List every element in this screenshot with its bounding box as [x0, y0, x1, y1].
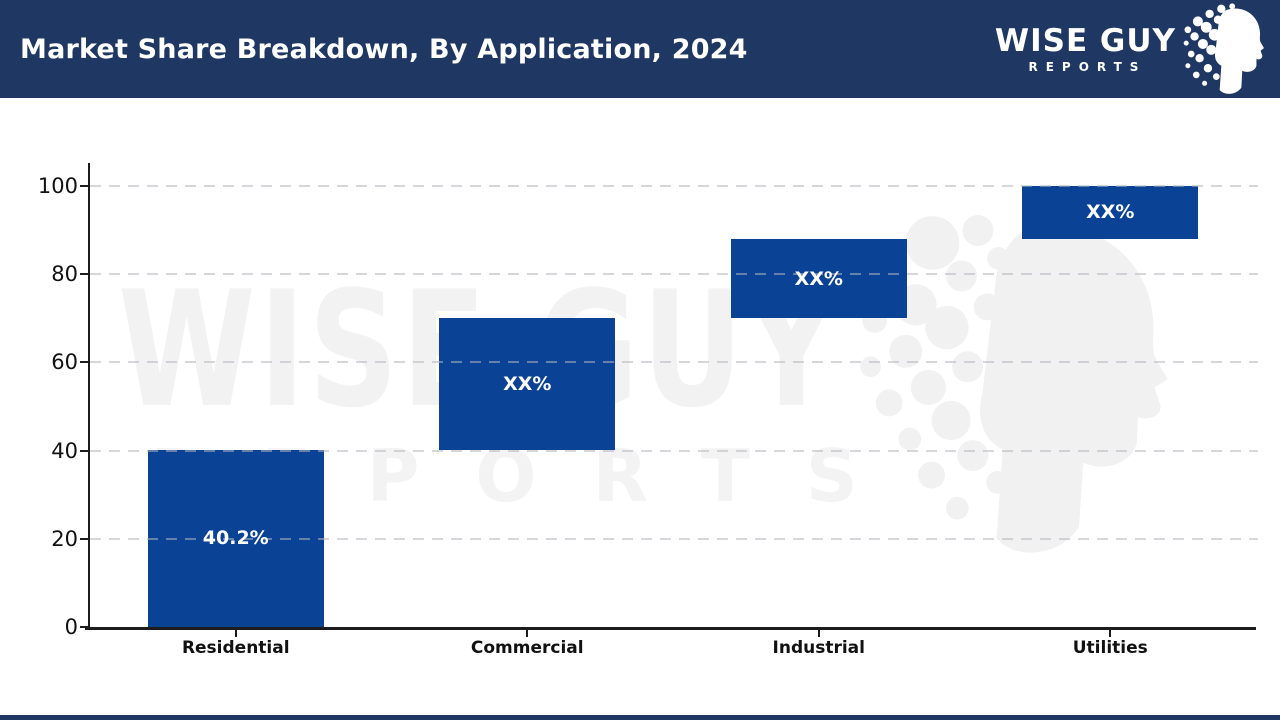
y-tick-mark [80, 361, 88, 364]
y-tick-label: 40 [51, 438, 78, 463]
x-tick-mark [1109, 629, 1112, 637]
bar-commercial [439, 318, 616, 450]
gridline [90, 361, 1258, 364]
watermark-head-icon [860, 215, 1168, 553]
y-tick-mark [80, 537, 88, 540]
bar-value-label: 40.2% [202, 527, 269, 550]
x-axis-line [85, 627, 1256, 630]
footer-bar [0, 715, 1280, 720]
page-title: Market Share Breakdown, By Application, … [20, 33, 748, 65]
gridline [90, 185, 1258, 187]
y-tick-mark [80, 449, 88, 452]
y-axis-line [88, 163, 90, 629]
wiseguy-logo-text: WISE GUY REPORTS [994, 22, 1176, 74]
y-tick-label: 80 [51, 262, 78, 287]
y-tick-mark [80, 273, 88, 276]
logo-subtitle: REPORTS [1028, 59, 1147, 74]
dotted-head-icon [1183, 3, 1264, 94]
y-tick-label: 0 [64, 615, 78, 639]
x-tick-mark [234, 629, 237, 637]
x-category-label: Residential [181, 638, 290, 658]
y-tick-mark [80, 185, 88, 187]
x-tick-mark [817, 629, 820, 637]
x-tick-mark [526, 629, 529, 637]
y-tick-label: 60 [51, 350, 78, 375]
bar-utilities [1022, 186, 1199, 239]
x-category-label: Commercial [470, 638, 584, 658]
chart-area: WISE GUY REPORTS 0 20 40 60 80 100 40.2% Reside… [0, 98, 1280, 720]
x-category-label: Industrial [772, 638, 865, 658]
wiseguy-logo: WISE GUY REPORTS [995, 3, 1280, 95]
bar-industrial [730, 238, 907, 319]
x-category-label: Utilities [1072, 638, 1148, 658]
y-tick-mark [80, 626, 88, 628]
gridline [90, 449, 1258, 452]
gridline [90, 273, 1258, 276]
y-tick-label: 100 [37, 174, 78, 198]
y-tick-label: 20 [51, 526, 78, 551]
bar-value-label: XX% [794, 267, 843, 290]
bar-value-label: XX% [503, 373, 552, 395]
bar-value-label: XX% [1086, 201, 1135, 224]
header-bar: Market Share Breakdown, By Application, … [0, 0, 1280, 98]
gridline [90, 537, 1258, 540]
logo-wordmark: WISE GUY [994, 22, 1176, 59]
